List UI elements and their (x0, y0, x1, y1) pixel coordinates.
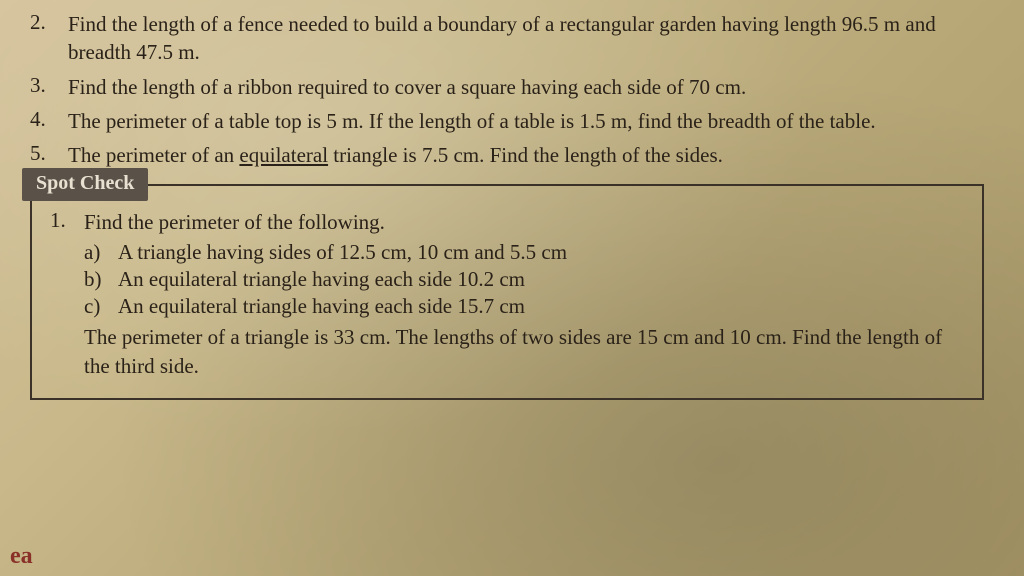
question-number: 4. (30, 107, 68, 135)
item-text: An equilateral triangle having each side… (118, 294, 525, 319)
spot-q1-item-a: a) A triangle having sides of 12.5 cm, 1… (84, 240, 964, 265)
spot-q1-item-b: b) An equilateral triangle having each s… (84, 267, 964, 292)
corner-text: ea (10, 543, 33, 570)
question-text: Find the length of a ribbon required to … (68, 73, 746, 101)
item-label: c) (84, 294, 118, 319)
spot-q2: The perimeter of a triangle is 33 cm. Th… (84, 323, 964, 382)
question-number: 5. (30, 141, 68, 169)
page-content: 2. Find the length of a fence needed to … (30, 10, 984, 400)
question-2: 2. Find the length of a fence needed to … (30, 10, 984, 67)
item-label: a) (84, 240, 118, 265)
item-text: An equilateral triangle having each side… (118, 267, 525, 292)
text-post: triangle is 7.5 cm. Find the length of t… (328, 143, 723, 167)
question-text: The perimeter of an equilateral triangle… (68, 141, 723, 169)
spot-q1-item-c: c) An equilateral triangle having each s… (84, 294, 964, 319)
question-4: 4. The perimeter of a table top is 5 m. … (30, 107, 984, 135)
text-underlined: equilateral (239, 143, 328, 167)
question-5: 5. The perimeter of an equilateral trian… (30, 141, 984, 169)
spot-q1: 1. Find the perimeter of the following. (50, 208, 964, 236)
question-number: 3. (30, 73, 68, 101)
question-3: 3. Find the length of a ribbon required … (30, 73, 984, 101)
spot-q1-lead: Find the perimeter of the following. (84, 208, 385, 236)
question-text: Find the length of a fence needed to bui… (68, 10, 984, 67)
spot-q1-number: 1. (50, 208, 84, 236)
spot-check-label: Spot Check (22, 168, 148, 201)
text-pre: The perimeter of an (68, 143, 239, 167)
spot-check-section: Spot Check 1. Find the perimeter of the … (30, 184, 984, 400)
spot-check-box: 1. Find the perimeter of the following. … (30, 184, 984, 400)
item-text: A triangle having sides of 12.5 cm, 10 c… (118, 240, 567, 265)
question-number: 2. (30, 10, 68, 67)
item-label: b) (84, 267, 118, 292)
question-text: The perimeter of a table top is 5 m. If … (68, 107, 876, 135)
